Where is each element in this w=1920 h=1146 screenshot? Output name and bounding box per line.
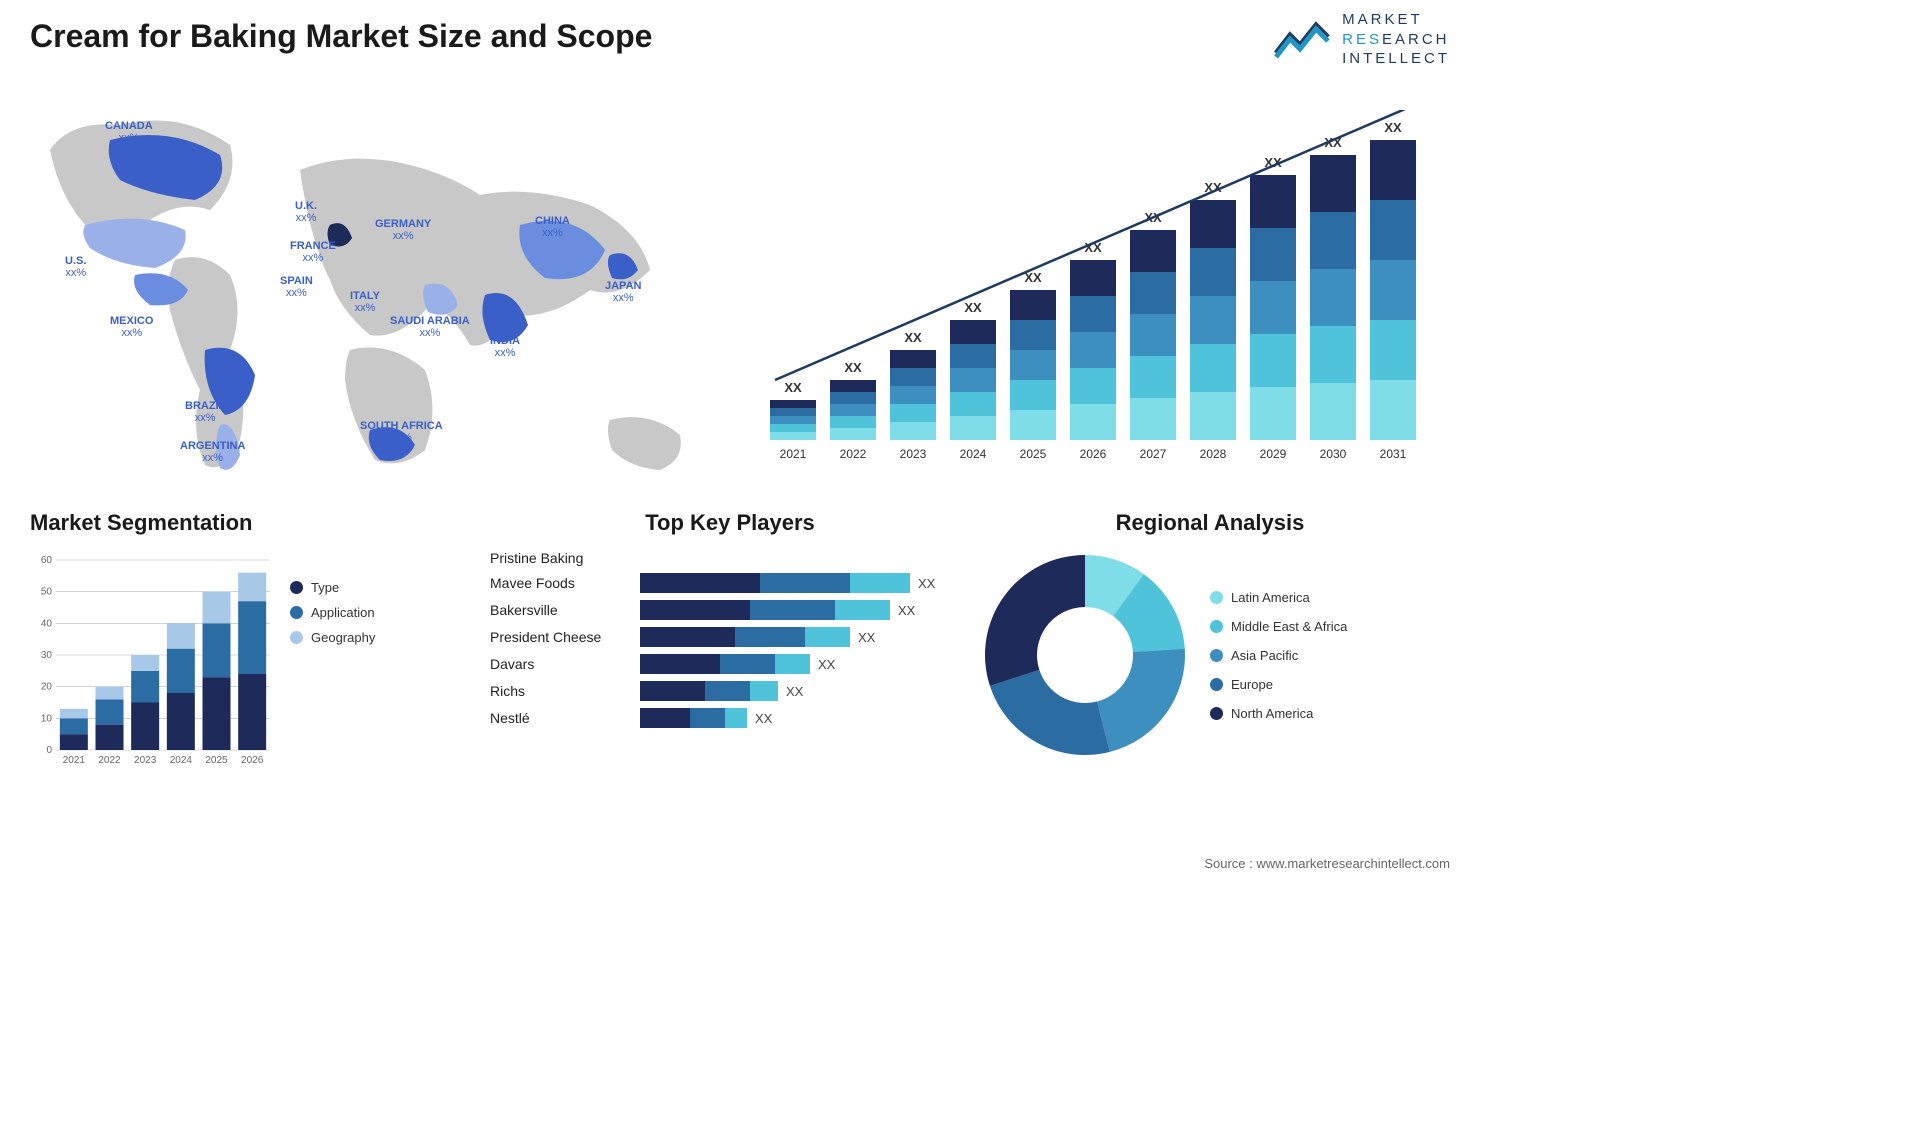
map-label-germany: GERMANYxx% — [375, 218, 431, 242]
regional-donut-chart — [980, 550, 1190, 760]
map-label-japan: JAPANxx% — [605, 280, 641, 304]
key-players-title: Top Key Players — [490, 510, 970, 536]
key-player-value: XX — [818, 657, 835, 672]
map-label-canada: CANADAxx% — [105, 120, 153, 144]
svg-text:2028: 2028 — [1200, 447, 1227, 461]
key-player-label: President Cheese — [490, 629, 630, 645]
svg-text:40: 40 — [41, 618, 53, 629]
map-label-france: FRANCExx% — [290, 240, 336, 264]
key-player-value: XX — [918, 576, 935, 591]
key-player-label: Richs — [490, 683, 630, 699]
svg-text:2022: 2022 — [840, 447, 867, 461]
map-label-brazil: BRAZILxx% — [185, 400, 225, 424]
svg-text:30: 30 — [41, 650, 53, 661]
map-label-southafrica: SOUTH AFRICAxx% — [360, 420, 443, 444]
key-player-row: Bakersville XX — [490, 600, 970, 620]
logo-line3: INTELLECT — [1342, 49, 1450, 69]
svg-text:2031: 2031 — [1380, 447, 1407, 461]
regional-legend-item: Asia Pacific — [1210, 648, 1347, 663]
svg-text:XX: XX — [904, 330, 922, 345]
regional-legend-item: Latin America — [1210, 590, 1347, 605]
growth-bar-chart: XX2021XX2022XX2023XX2024XX2025XX2026XX20… — [760, 110, 1440, 470]
logo-icon — [1272, 17, 1332, 61]
svg-text:20: 20 — [41, 682, 53, 693]
svg-text:2027: 2027 — [1140, 447, 1167, 461]
key-player-row: Mavee Foods XX — [490, 573, 970, 593]
map-label-saudiarabia: SAUDI ARABIAxx% — [390, 315, 470, 339]
svg-text:0: 0 — [46, 745, 52, 756]
map-label-us: U.S.xx% — [65, 255, 86, 279]
key-player-label: Bakersville — [490, 602, 630, 618]
svg-text:60: 60 — [41, 555, 53, 566]
svg-text:XX: XX — [844, 360, 862, 375]
regional-title: Regional Analysis — [980, 510, 1440, 536]
key-player-value: XX — [858, 630, 875, 645]
key-player-row: Davars XX — [490, 654, 970, 674]
seg-legend-item: Application — [290, 605, 375, 620]
key-player-label: Nestlé — [490, 710, 630, 726]
svg-text:2030: 2030 — [1320, 447, 1347, 461]
map-label-uk: U.K.xx% — [295, 200, 317, 224]
key-player-label: Mavee Foods — [490, 575, 630, 591]
key-player-row: Nestlé XX — [490, 708, 970, 728]
svg-text:2024: 2024 — [170, 755, 193, 766]
map-label-italy: ITALYxx% — [350, 290, 380, 314]
key-player-row: Pristine Baking — [490, 550, 970, 566]
key-player-label: Pristine Baking — [490, 550, 630, 566]
key-player-value: XX — [786, 684, 803, 699]
world-map: CANADAxx% U.S.xx% MEXICOxx% BRAZILxx% ARGENT… — [30, 90, 710, 490]
regional-legend: Latin America Middle East & Africa Asia Pa… — [1210, 590, 1347, 721]
regional-legend-item: Europe — [1210, 677, 1347, 692]
svg-text:2021: 2021 — [780, 447, 807, 461]
key-player-value: XX — [898, 603, 915, 618]
svg-text:2026: 2026 — [241, 755, 264, 766]
logo-line1: MARKET — [1342, 10, 1450, 30]
segmentation-legend: Type Application Geography — [290, 550, 375, 790]
svg-text:XX: XX — [1384, 120, 1402, 135]
logo-line2b: EARCH — [1382, 31, 1450, 48]
seg-legend-item: Type — [290, 580, 375, 595]
svg-text:2029: 2029 — [1260, 447, 1287, 461]
map-label-argentina: ARGENTINAxx% — [180, 440, 245, 464]
svg-text:2025: 2025 — [1020, 447, 1047, 461]
svg-text:2023: 2023 — [900, 447, 927, 461]
map-label-spain: SPAINxx% — [280, 275, 313, 299]
map-label-mexico: MEXICOxx% — [110, 315, 153, 339]
svg-text:2023: 2023 — [134, 755, 157, 766]
key-player-row: Richs XX — [490, 681, 970, 701]
key-player-label: Davars — [490, 656, 630, 672]
svg-text:2024: 2024 — [960, 447, 987, 461]
svg-text:XX: XX — [784, 380, 802, 395]
seg-legend-item: Geography — [290, 630, 375, 645]
segmentation-title: Market Segmentation — [30, 510, 450, 536]
regional-legend-item: Middle East & Africa — [1210, 619, 1347, 634]
regional-section: Regional Analysis Latin America Middle Ea… — [980, 510, 1440, 760]
brand-logo: MARKET RESEARCH INTELLECT — [1272, 10, 1450, 69]
svg-text:2026: 2026 — [1080, 447, 1107, 461]
svg-text:2025: 2025 — [205, 755, 228, 766]
svg-text:2022: 2022 — [98, 755, 121, 766]
page-title: Cream for Baking Market Size and Scope — [30, 18, 652, 55]
svg-text:2021: 2021 — [63, 755, 86, 766]
map-label-india: INDIAxx% — [490, 335, 520, 359]
source-attribution: Source : www.marketresearchintellect.com — [1204, 856, 1450, 871]
key-player-row: President Cheese XX — [490, 627, 970, 647]
segmentation-chart: 0 10 20 30 40 50 60 2021 2022 2023 2024 2025 2026 — [30, 550, 270, 790]
key-player-value: XX — [755, 711, 772, 726]
logo-line2a: RES — [1342, 31, 1382, 48]
svg-text:10: 10 — [41, 713, 53, 724]
svg-text:50: 50 — [41, 587, 53, 598]
segmentation-section: Market Segmentation 0 10 20 30 40 50 60 2021 202… — [30, 510, 450, 790]
svg-text:XX: XX — [964, 300, 982, 315]
key-players-section: Top Key Players Pristine Baking Mavee Foo… — [490, 510, 970, 735]
map-label-china: CHINAxx% — [535, 215, 570, 239]
regional-legend-item: North America — [1210, 706, 1347, 721]
